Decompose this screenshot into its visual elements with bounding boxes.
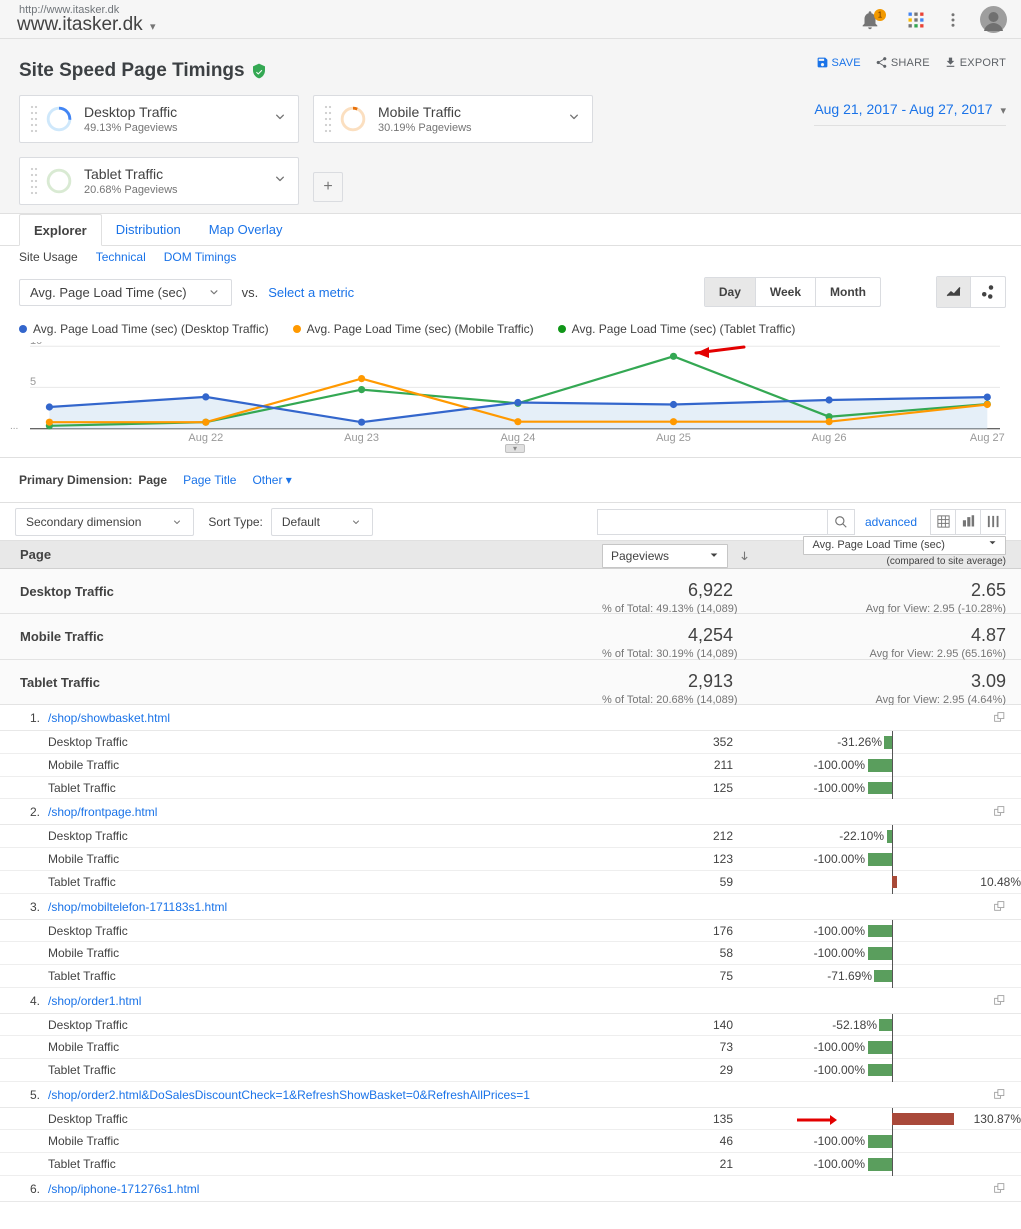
svg-text:1: 1 xyxy=(878,10,883,19)
svg-text:Aug 23: Aug 23 xyxy=(344,432,379,444)
svg-text:Aug 26: Aug 26 xyxy=(812,432,847,444)
svg-text:Aug 22: Aug 22 xyxy=(188,432,223,444)
svg-text:10: 10 xyxy=(30,342,42,347)
svg-text:5: 5 xyxy=(30,376,36,388)
svg-text:Aug 25: Aug 25 xyxy=(656,432,691,444)
svg-text:...: ... xyxy=(10,421,18,432)
svg-text:Aug 27: Aug 27 xyxy=(970,432,1005,444)
svg-text:Aug 24: Aug 24 xyxy=(500,432,535,444)
